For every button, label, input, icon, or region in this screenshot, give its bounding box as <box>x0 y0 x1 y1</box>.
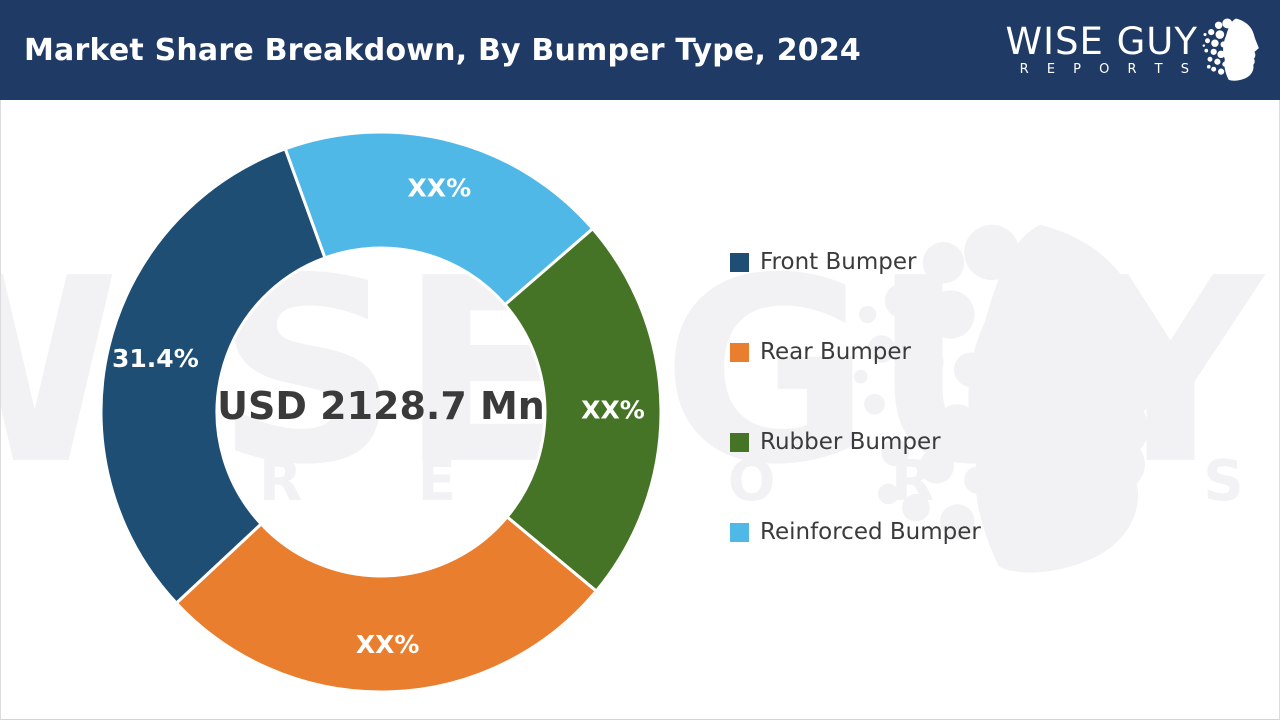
legend-item-front-bumper: Front Bumper <box>730 249 981 275</box>
legend-swatch-icon <box>730 522 749 542</box>
donut-chart: XX% XX% XX% 31.4% <box>99 130 663 694</box>
brand-face-icon <box>1202 18 1259 81</box>
brand-wordmark: WISE GUY <box>1005 20 1198 63</box>
donut-segment-front-bumper <box>99 146 327 606</box>
legend-item-rubber-bumper: Rubber Bumper <box>730 429 981 455</box>
donut-center-value: USD 2128.7 Mn <box>217 384 545 428</box>
legend-swatch-icon <box>730 432 749 452</box>
segment-value-label: 31.4% <box>112 344 199 373</box>
legend-item-rear-bumper: Rear Bumper <box>730 339 981 365</box>
donut-segment-labels: XX% XX% XX% 31.4% <box>112 173 645 658</box>
header: Market Share Breakdown, By Bumper Type, … <box>0 0 1280 100</box>
legend-swatch-icon <box>730 252 749 272</box>
legend-label: Front Bumper <box>760 249 917 275</box>
brand-logo-text: WISE GUY R E P O R T S <box>1005 20 1198 78</box>
chart-area: WISE GUY R E P O R T S XX%XX%XX%31.4% US… <box>0 100 1280 720</box>
legend-swatch-icon <box>730 342 749 362</box>
brand-subtitle: R E P O R T S <box>1019 62 1196 77</box>
donut-segment-rear-bumper <box>174 514 599 694</box>
segment-value-label: XX% <box>408 173 472 202</box>
donut-segment-reinforced-bumper <box>283 130 595 307</box>
donut-segment-rubber-bumper <box>502 226 663 594</box>
legend-label: Rubber Bumper <box>760 429 941 455</box>
brand-logo: WISE GUY R E P O R T S <box>1006 16 1262 84</box>
donut-slices <box>99 130 663 694</box>
segment-value-label: XX% <box>581 396 645 425</box>
segment-value-label: XX% <box>356 630 420 659</box>
page-title: Market Share Breakdown, By Bumper Type, … <box>24 32 861 68</box>
legend: Front Bumper Rear Bumper Rubber Bumper R… <box>730 249 981 612</box>
legend-label: Rear Bumper <box>760 339 911 365</box>
legend-item-reinforced-bumper: Reinforced Bumper <box>730 519 981 545</box>
legend-label: Reinforced Bumper <box>760 519 981 545</box>
